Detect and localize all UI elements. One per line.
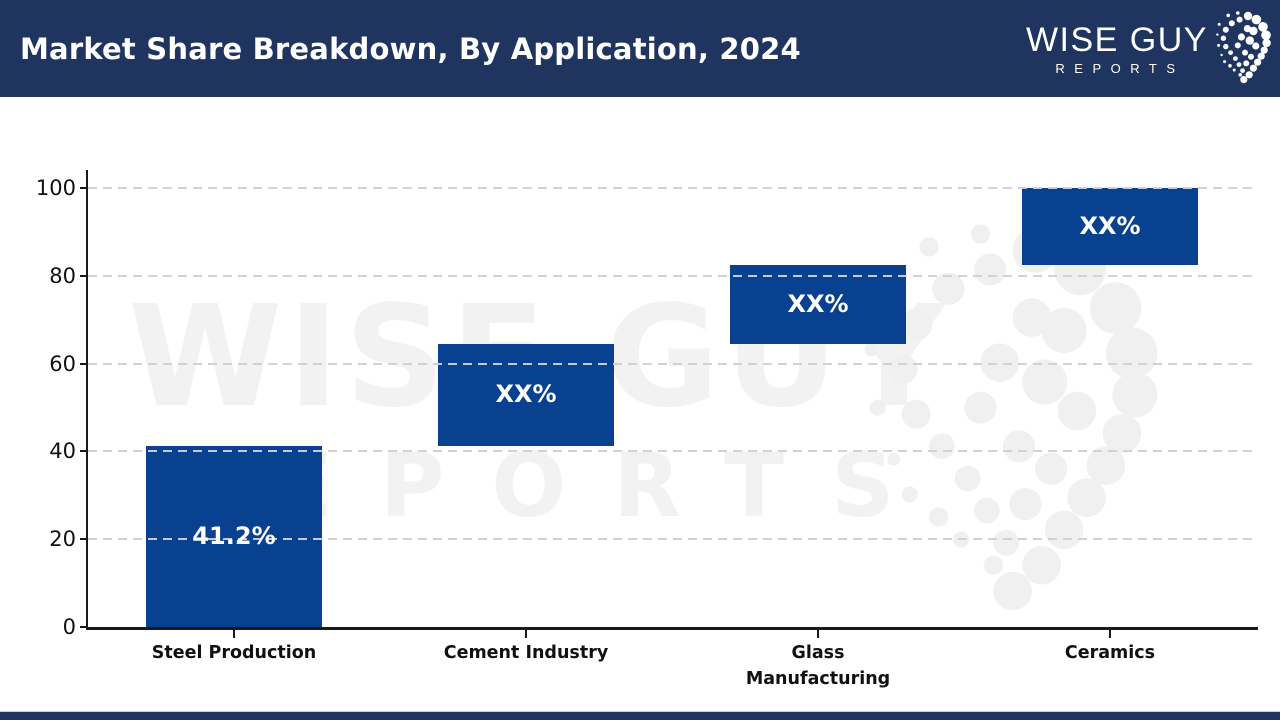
- y-tick-label: 60: [49, 351, 76, 376]
- x-category-label-line: Ceramics: [1064, 643, 1156, 663]
- y-axis-spine: [86, 170, 88, 629]
- x-category-label: Steel Production: [88, 640, 380, 666]
- y-tick-mark: [80, 362, 88, 365]
- y-tick-label: 100: [35, 176, 76, 200]
- x-category-label: Glass Manufacturing: [672, 640, 964, 692]
- logo-text: WISE GUY REPORTS: [1026, 21, 1208, 77]
- y-tick-mark: [80, 274, 88, 277]
- logo-head-dots-icon: [1216, 11, 1271, 84]
- bar-value-label: 41.2%: [192, 521, 276, 550]
- x-category-label: Ceramics: [964, 640, 1256, 666]
- x-category-label: Cement Industry: [380, 640, 672, 666]
- x-category-label-line: Cement Industry: [443, 643, 609, 663]
- y-gridline: [88, 274, 1256, 277]
- x-axis-spine: [86, 627, 1258, 630]
- y-tick-label: 0: [62, 615, 76, 639]
- y-tick-mark: [80, 626, 88, 628]
- bar: [1022, 188, 1198, 266]
- y-gridline: [88, 187, 1256, 189]
- footer-bar: [0, 712, 1280, 720]
- x-tick-mark: [1109, 630, 1111, 638]
- x-category-label-line: Steel Production: [151, 643, 317, 663]
- bottom-hairline: [0, 711, 1280, 712]
- y-tick-mark: [80, 187, 88, 189]
- x-tick-mark: [233, 630, 235, 638]
- x-category-label-line: Manufacturing: [745, 669, 891, 689]
- x-category-label-line: Glass: [791, 643, 845, 663]
- logo-subtitle: REPORTS: [1055, 61, 1185, 76]
- logo-wordmark: WISE GUY: [1025, 21, 1208, 59]
- y-tick-label: 80: [49, 263, 76, 288]
- y-tick-label: 40: [49, 439, 76, 464]
- y-gridline: [88, 450, 1256, 453]
- bar: [730, 265, 906, 345]
- bar-value-label: XX%: [495, 380, 557, 409]
- wise-guy-reports-logo: WISE GUY REPORTS: [1002, 4, 1272, 94]
- y-tick-mark: [80, 538, 88, 541]
- bar-value-label: XX%: [1079, 211, 1141, 240]
- y-gridline: [88, 538, 1256, 541]
- y-gridline: [88, 362, 1256, 365]
- page-title: Market Share Breakdown, By Application, …: [20, 31, 801, 66]
- x-tick-mark: [817, 630, 819, 638]
- bar: [438, 344, 614, 447]
- y-tick-mark: [80, 450, 88, 453]
- x-tick-mark: [525, 630, 527, 638]
- header-bar: Market Share Breakdown, By Application, …: [0, 0, 1280, 97]
- bar-value-label: XX%: [787, 289, 849, 318]
- bar: [146, 446, 322, 627]
- y-tick-label: 20: [49, 527, 76, 552]
